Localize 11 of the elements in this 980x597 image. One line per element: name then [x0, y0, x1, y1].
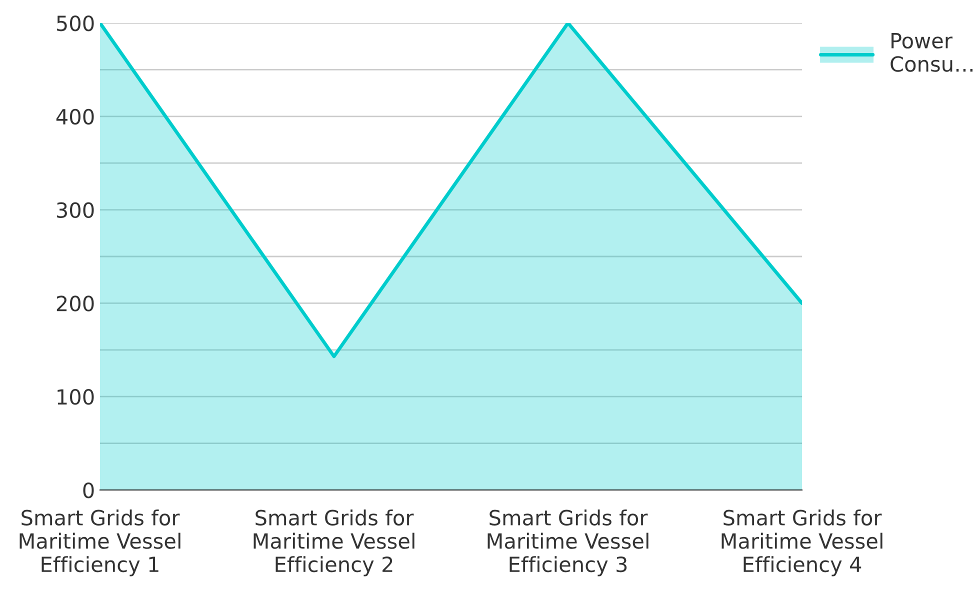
y-tick-label: 200 — [56, 296, 94, 312]
y-tick-label: 0 — [83, 482, 94, 498]
y-tick-label: 500 — [56, 15, 94, 32]
x-tick-label: Smart Grids for Maritime Vessel Efficiency 2 — [254, 509, 414, 576]
y-tick-label: 400 — [56, 108, 94, 125]
x-tick-label: Smart Grids for Maritime Vessel Efficiency 1 — [20, 509, 180, 576]
x-tick-label: Smart Grids for Maritime Vessel Efficiency 4 — [722, 509, 882, 576]
x-tick-label: Smart Grids for Maritime Vessel Efficiency 3 — [488, 509, 648, 576]
y-tick-label: 100 — [58, 389, 94, 405]
legend-label: Power Consu… — [890, 33, 972, 72]
y-tick-label: 300 — [56, 202, 94, 218]
